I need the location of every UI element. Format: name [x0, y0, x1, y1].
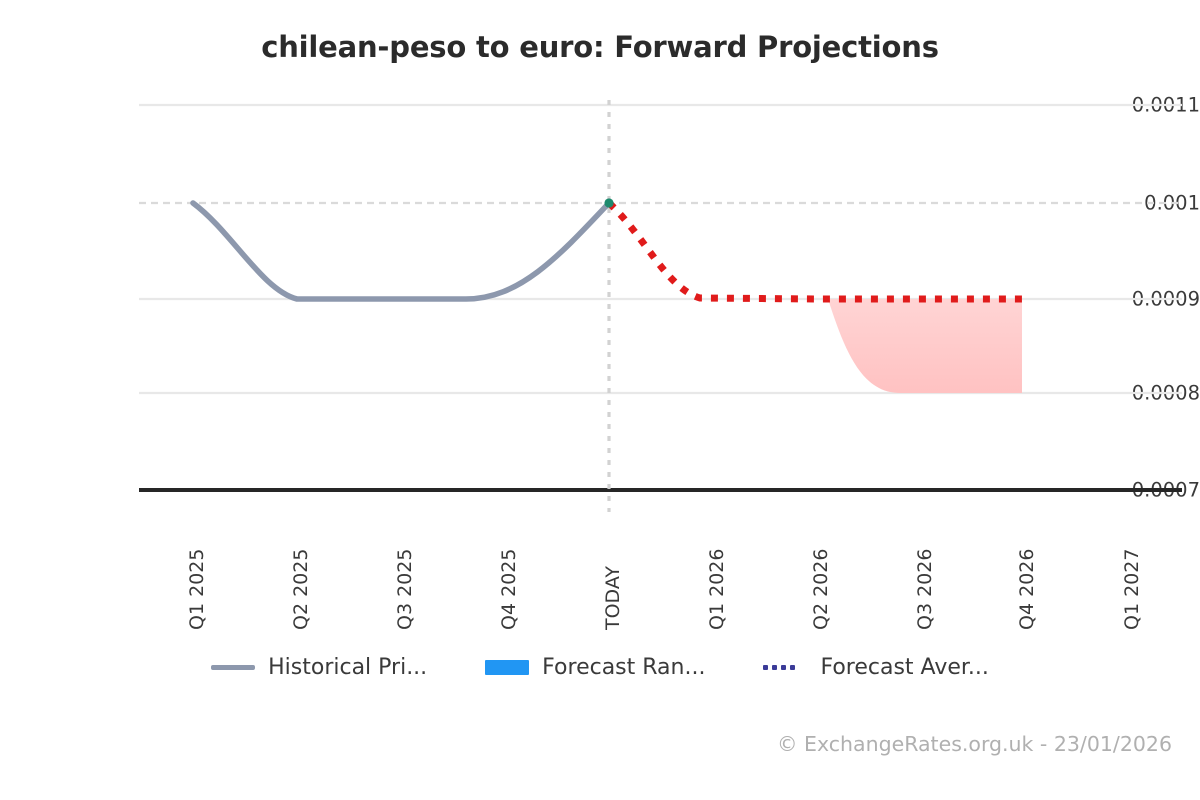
chart-legend: Historical Pri... Forecast Ran... Foreca… [0, 655, 1200, 680]
copyright-footer: © ExchangeRates.org.uk - 23/01/2026 [777, 732, 1172, 756]
x-tick-label-3: Q4 2025 [498, 548, 520, 630]
legend-box-icon [485, 660, 530, 675]
x-tick-label-5: Q1 2026 [706, 548, 728, 630]
legend-item-forecast-average[interactable]: Forecast Aver... [763, 655, 989, 680]
x-tick-label-8: Q4 2026 [1016, 548, 1038, 630]
x-tick-label-0: Q1 2025 [186, 548, 208, 630]
legend-label-forecast-range: Forecast Ran... [542, 655, 706, 680]
x-tick-label-6: Q2 2026 [810, 548, 832, 630]
legend-dotted-icon [763, 665, 807, 670]
x-tick-label-1: Q2 2025 [290, 548, 312, 630]
x-tick-label-9: Q1 2027 [1121, 548, 1143, 630]
legend-item-historical-price[interactable]: Historical Pri... [211, 655, 427, 680]
legend-label-forecast-average: Forecast Aver... [820, 655, 989, 680]
x-tick-label-4: TODAY [602, 566, 624, 630]
forecast-range-band [828, 299, 1022, 393]
legend-label-historical-price: Historical Pri... [268, 655, 428, 680]
x-tick-label-7: Q3 2026 [914, 548, 936, 630]
historical-price-line [190, 200, 612, 302]
legend-line-icon [211, 665, 256, 670]
forecast-average-line [606, 200, 1022, 303]
legend-item-forecast-range[interactable]: Forecast Ran... [485, 655, 705, 680]
x-tick-label-2: Q3 2025 [394, 548, 416, 630]
page-title: chilean-peso to euro: Forward Projection… [261, 30, 939, 64]
today-data-point [604, 198, 614, 208]
